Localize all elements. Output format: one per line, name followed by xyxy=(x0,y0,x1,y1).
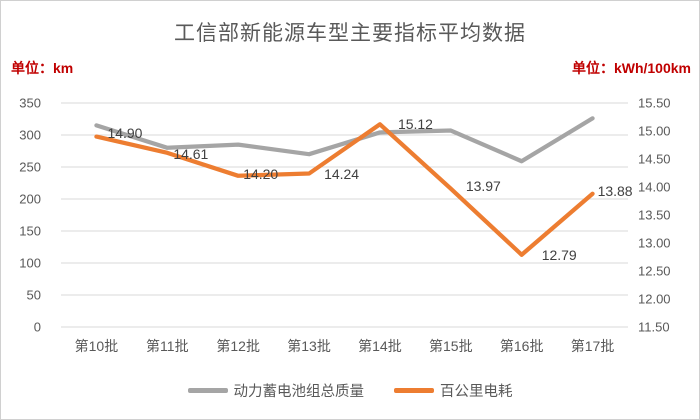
right-axis-tick: 12.50 xyxy=(638,263,671,279)
x-axis-tick: 第15批 xyxy=(429,338,473,354)
right-axis-tick: 15.00 xyxy=(638,123,671,139)
x-axis-tick: 第16批 xyxy=(499,338,544,354)
x-axis-tick: 第14批 xyxy=(358,338,402,354)
data-label: 15.12 xyxy=(397,116,433,133)
right-axis-tick: 15.50 xyxy=(638,95,671,111)
data-label: 14.61 xyxy=(173,145,209,162)
chart-title: 工信部新能源车型主要指标平均数据 xyxy=(174,22,526,45)
series-line-2 xyxy=(94,122,595,257)
data-label: 12.79 xyxy=(541,246,577,263)
left-axis-unit-label: 单位：km xyxy=(11,60,74,76)
x-axis-tick: 第12批 xyxy=(216,338,260,354)
left-axis-tick: 150 xyxy=(19,223,41,239)
right-axis-tick: 11.50 xyxy=(638,319,670,335)
data-label: 14.24 xyxy=(324,165,360,182)
x-axis-tick: 第17批 xyxy=(570,338,615,354)
left-axis-tick: 50 xyxy=(26,287,41,303)
x-axis-tick: 第13批 xyxy=(287,338,331,354)
left-axis-tick: 200 xyxy=(19,191,41,207)
left-axis-tick: 250 xyxy=(19,159,41,175)
data-label: 13.88 xyxy=(597,182,633,199)
right-axis-tick: 13.00 xyxy=(638,235,671,251)
left-axis-tick: 100 xyxy=(19,255,41,271)
legend: 动力蓄电池组总质量 百公里电耗 xyxy=(1,380,699,401)
data-label: 13.97 xyxy=(465,177,501,194)
right-axis-tick: 14.50 xyxy=(638,151,671,167)
right-axis-tick: 13.50 xyxy=(638,207,671,223)
legend-item-battery-mass: 动力蓄电池组总质量 xyxy=(187,380,365,401)
x-axis-tick: 第11批 xyxy=(146,338,189,354)
right-axis-unit-label: 单位：kWh/100km xyxy=(571,60,691,76)
orange-line-swatch-icon xyxy=(394,388,434,393)
left-axis-tick: 0 xyxy=(33,319,41,335)
right-axis-tick: 12.00 xyxy=(638,291,671,307)
data-label: 14.90 xyxy=(107,124,143,141)
data-label: 14.20 xyxy=(243,165,279,182)
right-axis-tick: 14.00 xyxy=(638,179,671,195)
x-axis-tick: 第10批 xyxy=(74,338,119,354)
left-axis-tick: 300 xyxy=(19,127,41,143)
left-axis-tick: 350 xyxy=(19,95,41,111)
legend-label-battery-mass: 动力蓄电池组总质量 xyxy=(233,384,365,400)
gray-line-swatch-icon xyxy=(187,388,228,393)
legend-item-energy-consumption: 百公里电耗 xyxy=(394,380,513,401)
legend-label-energy-consumption: 百公里电耗 xyxy=(440,384,513,400)
series-line-1 xyxy=(94,116,595,164)
